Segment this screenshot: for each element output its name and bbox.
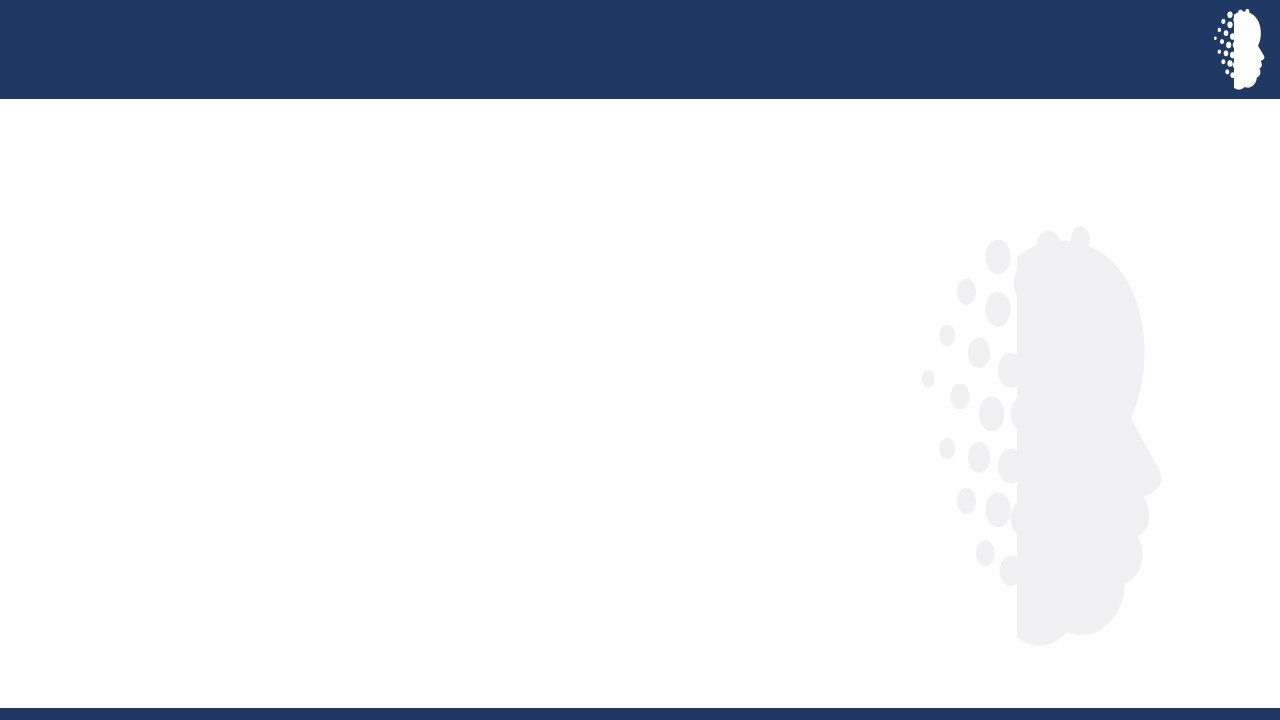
watermark-face-dots-icon: [922, 226, 1162, 646]
header-bar: [0, 0, 1280, 99]
footer-bar: [0, 708, 1280, 720]
brand-logo: [1186, 0, 1270, 99]
brand-logo-face-icon: [1214, 8, 1265, 90]
